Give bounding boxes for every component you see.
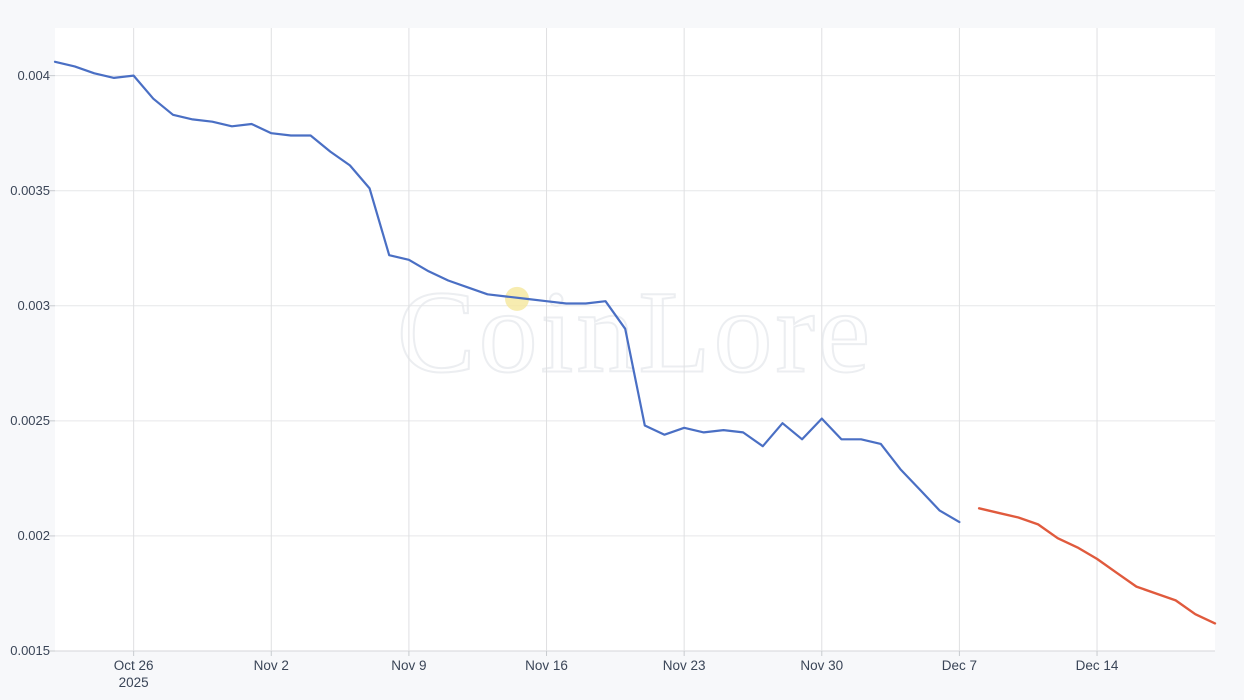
y-axis-label: 0.0015: [10, 643, 50, 658]
x-axis-label-date: Oct 26: [113, 658, 154, 673]
x-axis-label: Nov 16: [502, 657, 592, 674]
x-axis-label: Nov 9: [364, 657, 454, 674]
x-axis-label-date: Nov 16: [525, 658, 568, 673]
highlight-point[interactable]: [505, 286, 530, 311]
x-axis-label-date: Nov 30: [800, 658, 844, 673]
x-axis-label-date: Nov 9: [391, 658, 427, 673]
x-axis-label-date: Nov 23: [662, 658, 706, 673]
price-forecast-line[interactable]: [977, 507, 1217, 625]
x-axis-label-date: Nov 2: [253, 658, 289, 673]
y-axis-label: 0.003: [17, 297, 50, 313]
price-history-line[interactable]: [53, 60, 961, 524]
x-axis-label: Oct 26 2025: [89, 657, 179, 691]
y-axis-label: 0.002: [17, 527, 50, 543]
y-axis-label: 0.0035: [10, 182, 50, 198]
x-axis-label-date: Dec 14: [1075, 658, 1119, 673]
x-axis-label-date: Dec 7: [941, 658, 978, 673]
x-axis-label: Nov 23: [639, 657, 729, 674]
x-axis-label: Nov 30: [777, 657, 867, 674]
plot-area[interactable]: [55, 28, 1215, 651]
x-axis-label: Nov 2: [226, 657, 316, 674]
x-axis-label: Dec 7: [914, 657, 1004, 674]
y-axis-label: 0.004: [17, 67, 50, 83]
x-axis-label-year: 2025: [118, 675, 149, 690]
x-axis-label: Dec 14: [1052, 657, 1142, 674]
y-axis-label: 0.0025: [10, 412, 50, 428]
